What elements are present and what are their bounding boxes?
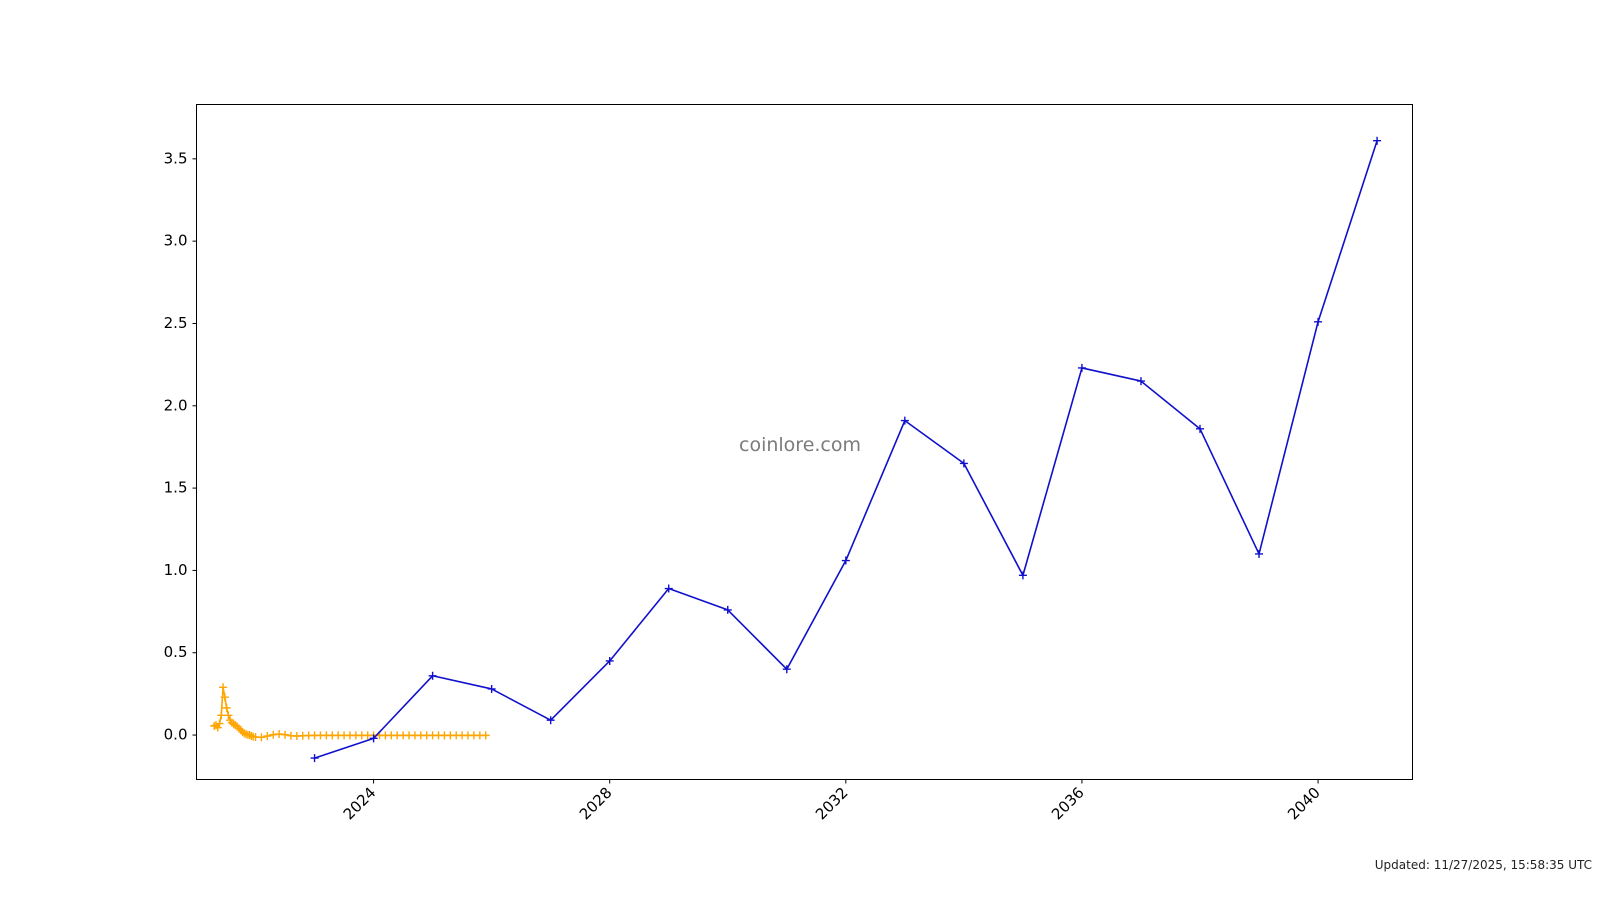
- data-point-marker: [664, 584, 673, 593]
- data-point-marker: [240, 729, 249, 738]
- data-point-marker: [281, 730, 290, 739]
- data-point-marker: [213, 723, 222, 732]
- data-point-marker: [215, 719, 224, 728]
- data-point-marker: [1255, 549, 1264, 558]
- data-point-marker: [245, 731, 254, 740]
- plot-frame: [196, 104, 1413, 780]
- updated-timestamp: Updated: 11/27/2025, 15:58:35 UTC: [1374, 858, 1592, 872]
- series-forecast: [310, 136, 1382, 763]
- data-point-marker: [210, 721, 219, 730]
- y-tick-label: 0.5: [164, 643, 188, 661]
- y-tick-label: 3.0: [164, 232, 188, 250]
- data-point-marker: [1373, 136, 1382, 145]
- data-point-marker: [841, 556, 850, 565]
- data-point-marker: [217, 711, 226, 720]
- data-point-marker: [220, 693, 229, 702]
- y-tick-label: 2.0: [164, 396, 188, 414]
- data-point-marker: [1196, 424, 1204, 433]
- y-tick-label: 1.5: [164, 479, 188, 497]
- data-point-marker: [1077, 363, 1086, 372]
- data-point-marker: [263, 732, 272, 741]
- y-tick-label: 2.5: [164, 314, 188, 332]
- data-point-marker: [605, 656, 614, 665]
- data-point-marker: [428, 671, 437, 680]
- data-point-marker: [219, 683, 228, 692]
- y-tick-label: 1.0: [164, 561, 188, 579]
- y-tick-label: 3.5: [164, 149, 188, 167]
- data-point-marker: [723, 605, 732, 614]
- data-series-layer: [210, 136, 1382, 763]
- data-point-marker: [224, 711, 233, 720]
- y-tick-label: 0.0: [164, 726, 188, 744]
- data-point-marker: [487, 684, 496, 693]
- data-point-marker: [481, 731, 490, 740]
- data-point-marker: [959, 459, 968, 468]
- data-point-marker: [782, 665, 791, 674]
- data-point-marker: [257, 733, 266, 742]
- data-point-marker: [1314, 317, 1323, 326]
- y-axis-ticks: 0.0 0.5 1.0 1.5 2.0 2.5 3.0 3.5: [164, 149, 197, 744]
- watermark-label: coinlore.com: [739, 434, 861, 456]
- data-point-marker: [900, 416, 909, 425]
- data-point-marker: [546, 716, 555, 725]
- data-point-marker: [310, 754, 319, 763]
- data-point-marker: [1136, 377, 1145, 386]
- data-point-marker: [222, 703, 231, 712]
- data-point-marker: [1018, 571, 1027, 580]
- data-point-marker: [369, 734, 378, 743]
- data-point-marker: [235, 724, 244, 733]
